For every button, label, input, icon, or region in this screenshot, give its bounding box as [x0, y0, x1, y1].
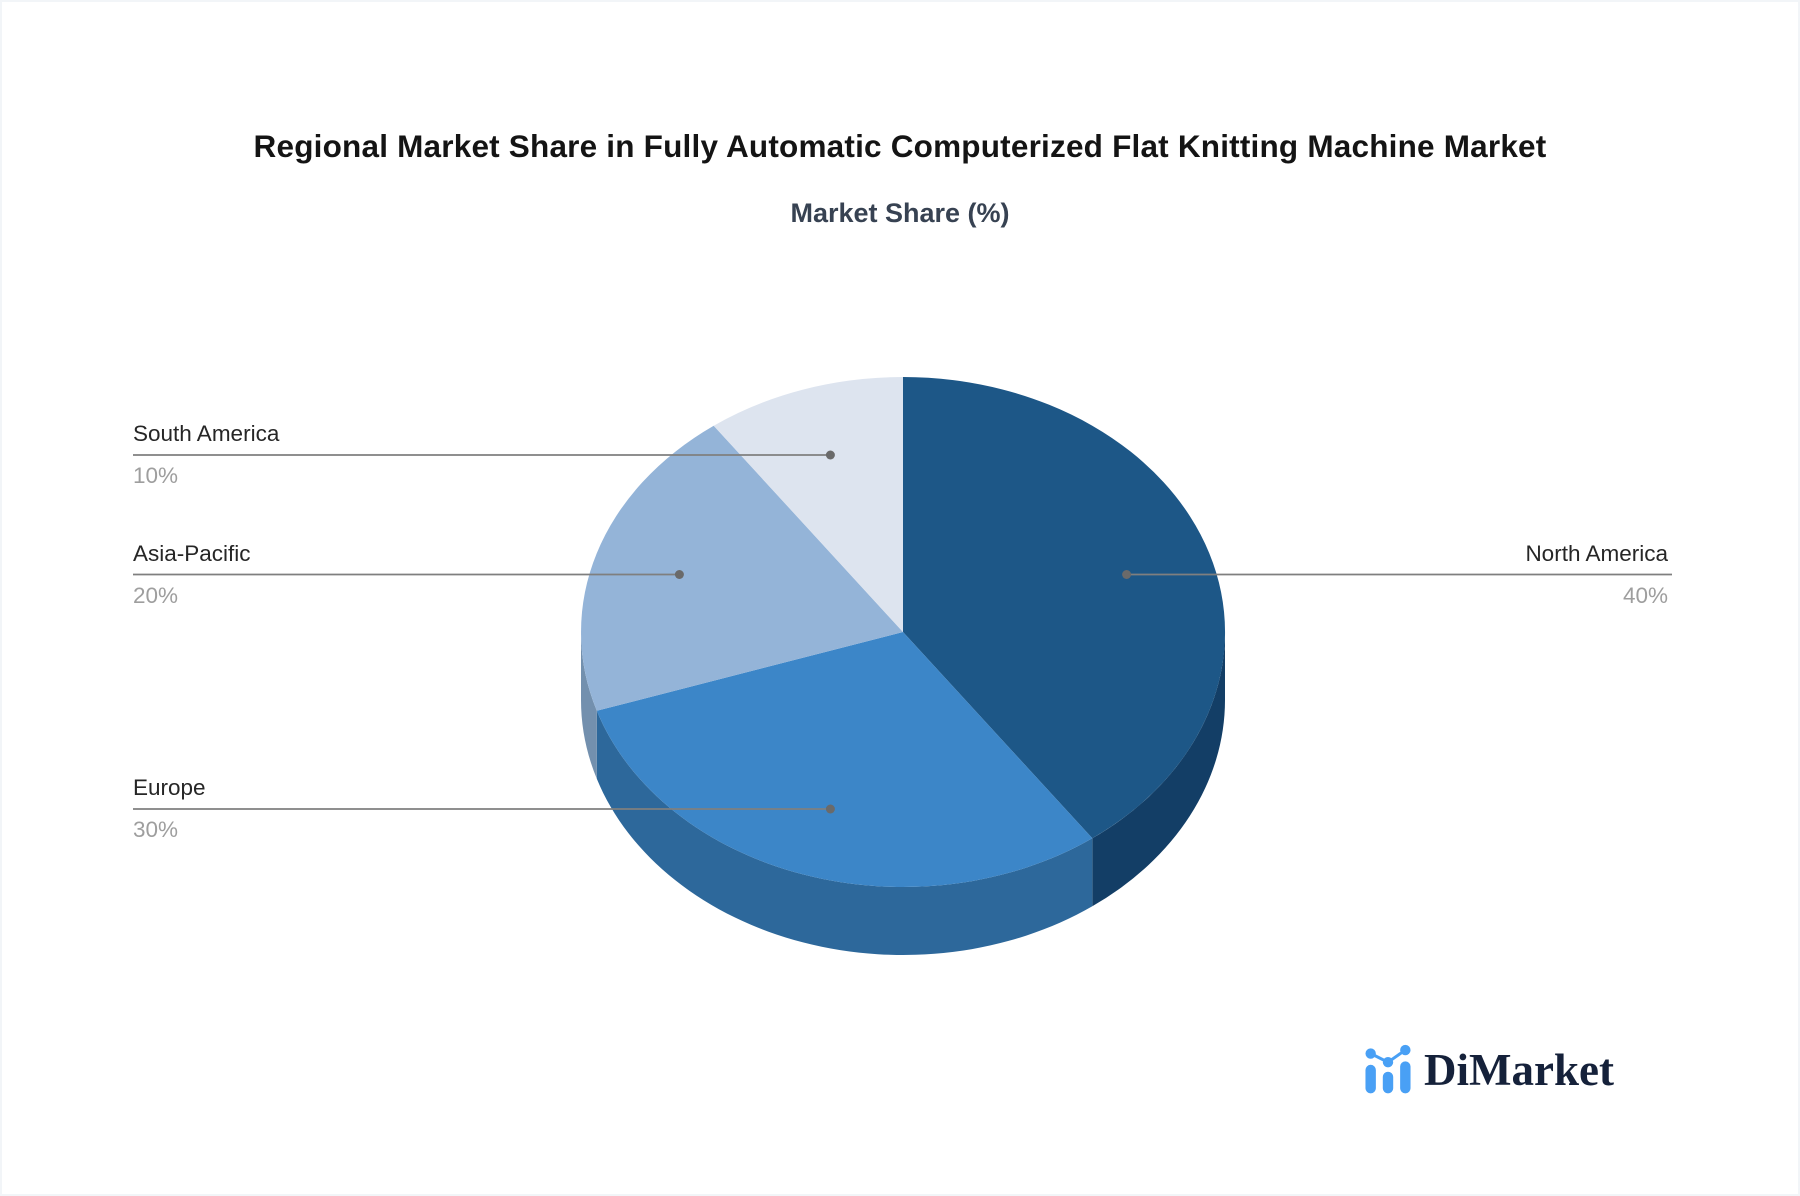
leader-dot	[825, 450, 835, 460]
leader-dot	[1122, 570, 1132, 579]
pie-slice-side-asia-pacific	[581, 632, 597, 779]
slice-label-south-america: South America 10%	[133, 421, 693, 489]
slice-name: South America	[133, 421, 280, 446]
logo-bar	[1382, 1071, 1394, 1094]
slice-value: 20%	[133, 583, 179, 608]
leader-dot	[825, 804, 835, 814]
brand-name: DiMarket	[1424, 1045, 1614, 1095]
chart-subtitle: Market Share (%)	[790, 198, 1010, 228]
slice-name: Europe	[133, 775, 206, 800]
leader-dot	[674, 570, 684, 579]
logo-line	[1369, 1048, 1407, 1064]
chart-title: Regional Market Share in Fully Automatic…	[253, 128, 1547, 164]
logo-bar	[1365, 1064, 1376, 1094]
brand-logo: DiMarket	[1362, 1042, 1614, 1098]
pie-slice-south-america	[713, 377, 903, 632]
slice-value: 40%	[1622, 583, 1668, 608]
pie-slice-side-north-america	[1092, 632, 1225, 907]
slice-label-north-america: North America 40%	[1108, 541, 1668, 609]
logo-bar	[1400, 1061, 1411, 1094]
slice-label-asia-pacific: Asia-Pacific 20%	[133, 541, 693, 609]
pie-slice-asia-pacific	[581, 425, 903, 711]
pie-slice-side-europe	[596, 710, 1093, 955]
slice-name: Asia-Pacific	[133, 541, 251, 566]
slice-label-europe: Europe 30%	[133, 775, 693, 843]
bar-line-chart-icon	[1365, 1044, 1411, 1094]
slice-value: 30%	[133, 817, 179, 842]
pie-slice-north-america	[903, 377, 1226, 839]
slice-name: North America	[1525, 541, 1668, 566]
pie-slice-europe	[596, 632, 1093, 887]
slice-value: 10%	[133, 463, 179, 488]
